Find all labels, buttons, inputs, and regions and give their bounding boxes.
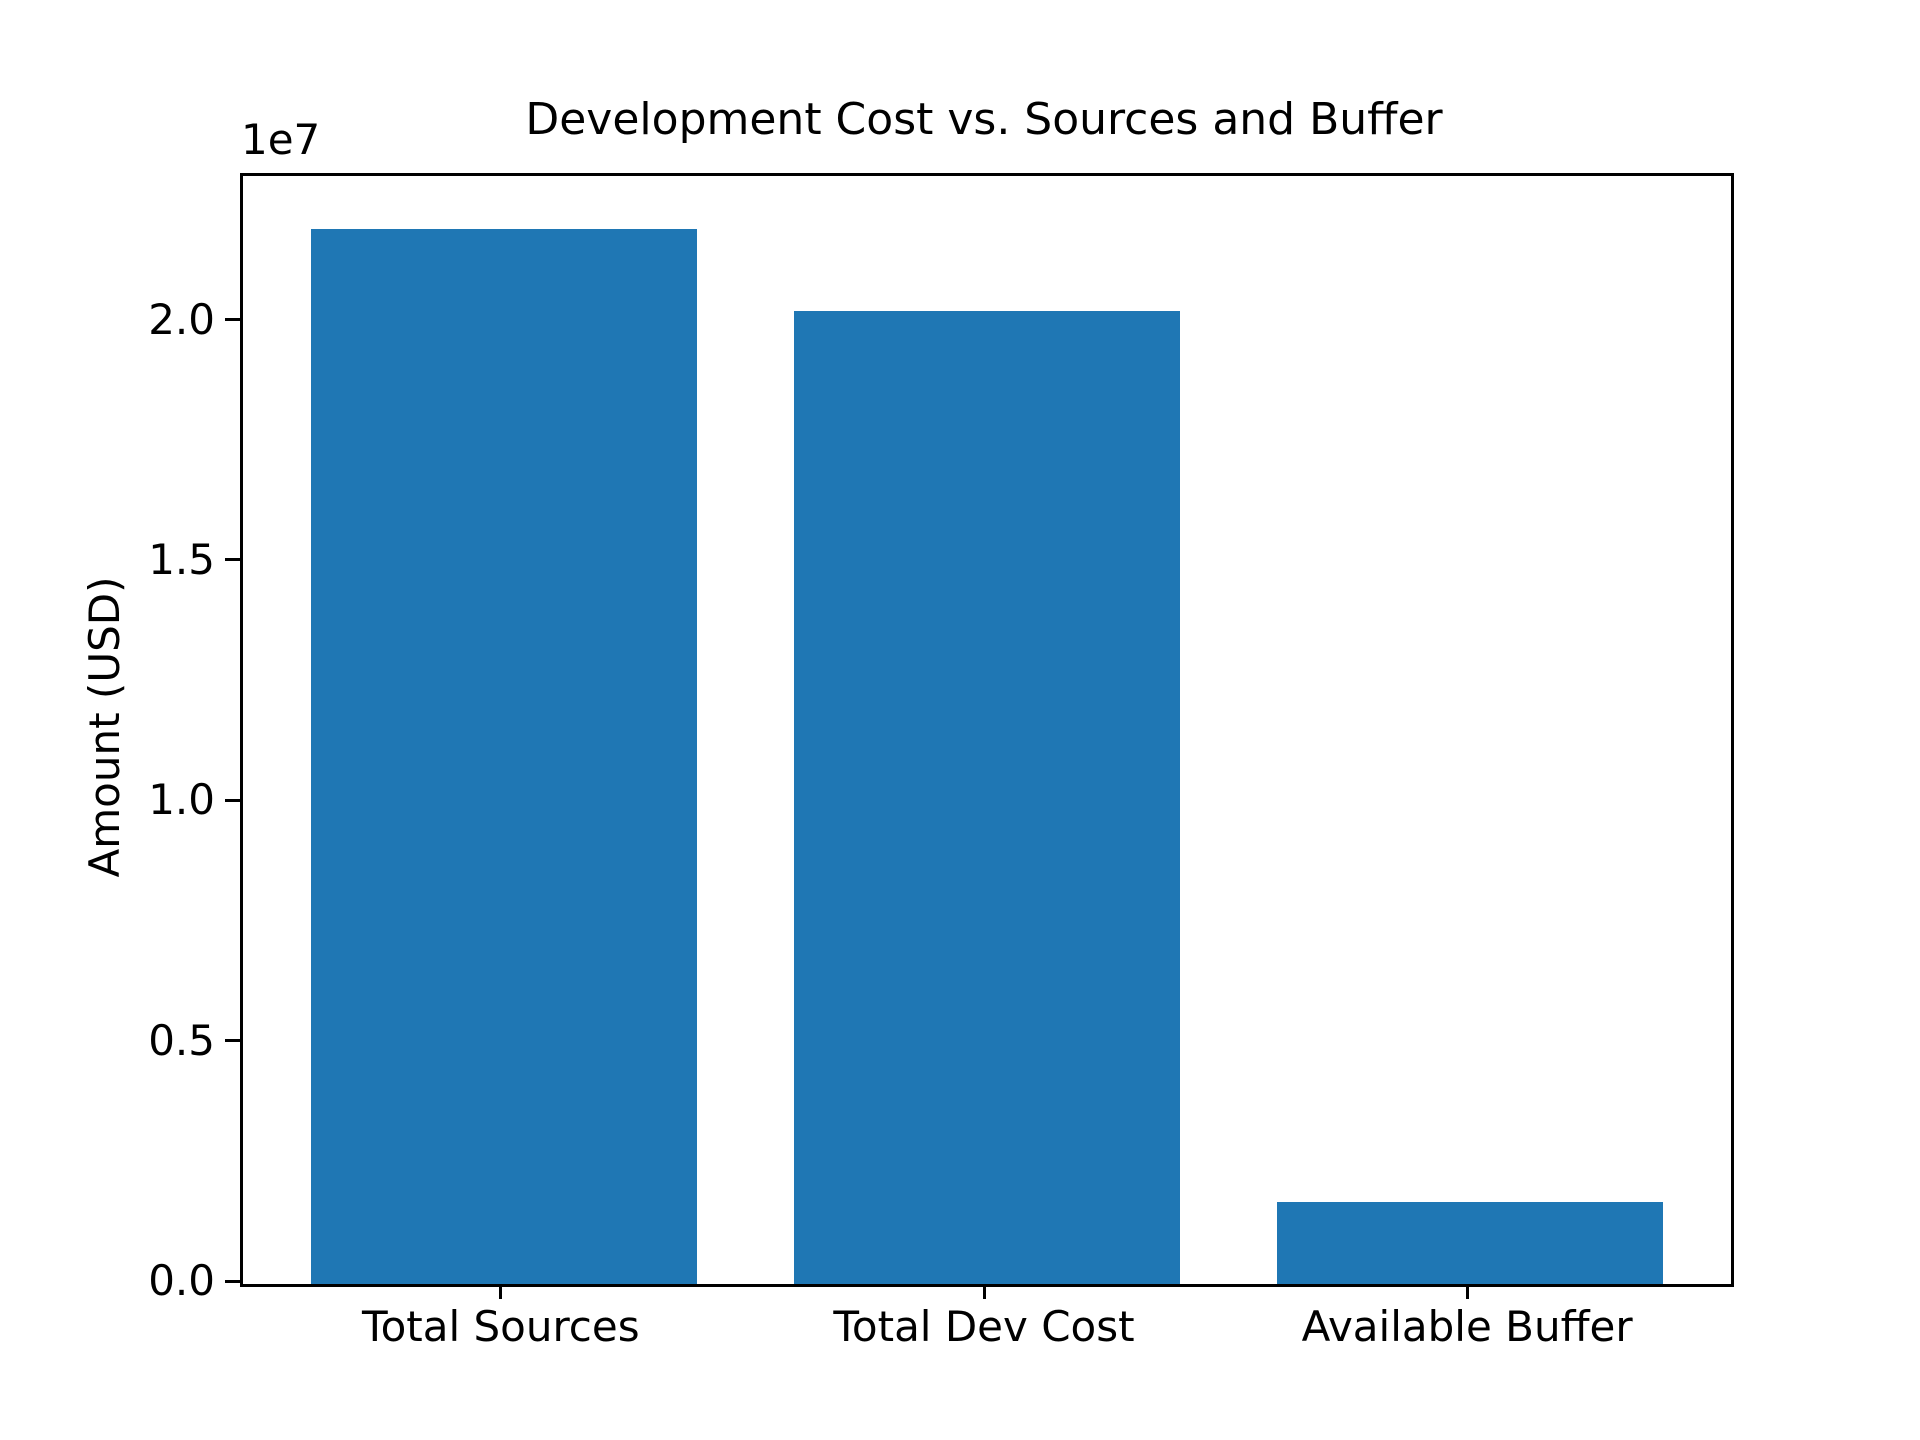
bar-available-buffer (1276, 1202, 1664, 1284)
y-tick-mark (225, 798, 240, 802)
y-tick-mark (225, 1279, 240, 1283)
x-tick-mark (499, 1284, 503, 1299)
y-tick-mark (225, 1039, 240, 1043)
y-tick-label: 2.0 (148, 294, 215, 344)
bar-total-dev-cost (793, 310, 1181, 1284)
y-tick-label: 1.0 (148, 775, 215, 825)
y-tick-label: 0.5 (148, 1015, 215, 1065)
y-axis-label: Amount (USD) (80, 576, 129, 878)
x-tick-label: Available Buffer (1301, 1302, 1633, 1351)
y-tick-mark (225, 318, 240, 321)
chart-title: Development Cost vs. Sources and Buffer (525, 94, 1443, 145)
y-tick-mark (225, 558, 240, 562)
x-tick-mark (1465, 1284, 1469, 1299)
plot-area (240, 173, 1734, 1287)
x-tick-mark (982, 1284, 986, 1299)
y-axis-offset-text: 1e7 (241, 115, 321, 164)
x-tick-label: Total Sources (362, 1302, 640, 1351)
bar-total-sources (310, 228, 698, 1284)
y-tick-label: 0.0 (148, 1256, 215, 1305)
x-tick-label: Total Dev Cost (833, 1302, 1135, 1351)
y-tick-label: 1.5 (148, 534, 215, 584)
